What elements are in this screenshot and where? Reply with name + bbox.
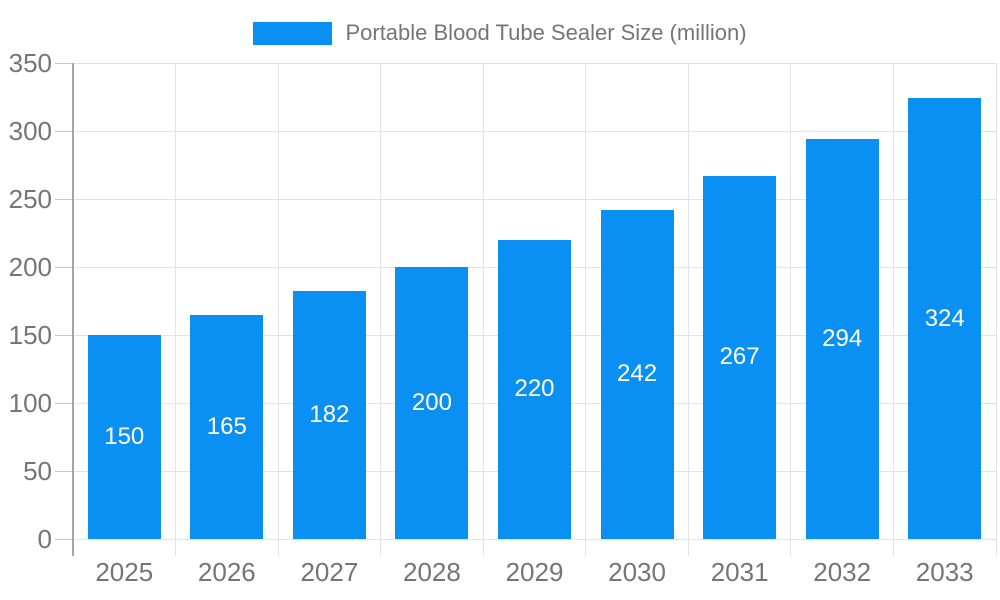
gridline-vertical bbox=[687, 63, 689, 556]
y-axis-tick bbox=[55, 62, 73, 64]
gridline-vertical bbox=[790, 63, 792, 556]
bar-value-label: 267 bbox=[719, 343, 760, 371]
bar: 182 bbox=[292, 291, 366, 539]
bar: 242 bbox=[600, 209, 674, 539]
x-axis-tick-label: 2029 bbox=[505, 557, 564, 587]
bar-value-label: 150 bbox=[104, 423, 145, 450]
bar: 200 bbox=[395, 267, 469, 539]
gridline-vertical bbox=[585, 63, 587, 556]
bar: 294 bbox=[805, 139, 879, 539]
bar-value-label: 182 bbox=[309, 401, 350, 429]
y-axis-tick bbox=[55, 266, 73, 268]
bar: 324 bbox=[908, 98, 982, 539]
y-axis-tick bbox=[55, 402, 73, 404]
bar-value-label: 324 bbox=[924, 304, 965, 332]
legend[interactable]: Portable Blood Tube Sealer Size (million… bbox=[0, 20, 1000, 46]
bar-value-label: 242 bbox=[617, 360, 658, 388]
bar-value-label: 165 bbox=[206, 412, 247, 440]
x-axis-tick-label: 2030 bbox=[608, 557, 666, 587]
gridline-vertical bbox=[380, 63, 382, 556]
x-axis-tick-label: 2025 bbox=[95, 557, 154, 587]
gridline-horizontal bbox=[73, 130, 996, 132]
gridline-vertical bbox=[482, 63, 484, 556]
y-axis-tick bbox=[55, 130, 73, 132]
x-axis-tick-label: 2033 bbox=[915, 557, 974, 587]
x-axis-tick-label: 2028 bbox=[403, 557, 461, 587]
x-axis-tick-label: 2032 bbox=[813, 557, 872, 587]
x-axis-tick-label: 2027 bbox=[300, 557, 359, 587]
bar-value-label: 294 bbox=[822, 325, 863, 353]
bar: 267 bbox=[703, 175, 777, 539]
bar: 150 bbox=[87, 335, 161, 539]
x-axis-tick-label: 2026 bbox=[197, 557, 256, 587]
y-axis-tick-label: 100 bbox=[8, 388, 52, 418]
bar-value-label: 220 bbox=[514, 375, 555, 403]
y-axis-tick-label: 250 bbox=[8, 184, 52, 214]
y-axis-tick bbox=[55, 198, 73, 200]
y-axis-tick-label: 150 bbox=[8, 320, 52, 350]
gridline-vertical bbox=[892, 63, 894, 556]
y-axis-tick bbox=[55, 334, 73, 336]
y-axis-tick-label: 50 bbox=[23, 456, 52, 486]
y-axis-line bbox=[72, 63, 74, 556]
bar: 220 bbox=[498, 239, 571, 539]
bar-value-label: 200 bbox=[411, 389, 452, 416]
legend-label: Portable Blood Tube Sealer Size (million… bbox=[345, 20, 747, 45]
y-axis-tick-label: 300 bbox=[8, 116, 52, 146]
y-axis-tick-label: 200 bbox=[8, 252, 52, 282]
gridline-vertical bbox=[277, 63, 279, 556]
bar: 165 bbox=[190, 314, 264, 539]
gridline-vertical bbox=[175, 63, 177, 556]
y-axis-tick-label: 0 bbox=[37, 524, 52, 554]
gridline-horizontal bbox=[73, 62, 996, 64]
x-axis-tick-label: 2031 bbox=[710, 557, 769, 587]
gridline-horizontal bbox=[73, 198, 996, 200]
y-axis-tick bbox=[55, 470, 73, 472]
gridline-horizontal bbox=[73, 538, 996, 540]
plot-area: 0 50 100 150 200 250 300 350 150 2025 165 2026 182 20… bbox=[9, 49, 997, 587]
legend-swatch-icon bbox=[253, 21, 333, 45]
gridline-vertical bbox=[995, 63, 997, 556]
y-axis-tick-label: 350 bbox=[8, 48, 52, 78]
y-axis-tick bbox=[55, 538, 73, 540]
